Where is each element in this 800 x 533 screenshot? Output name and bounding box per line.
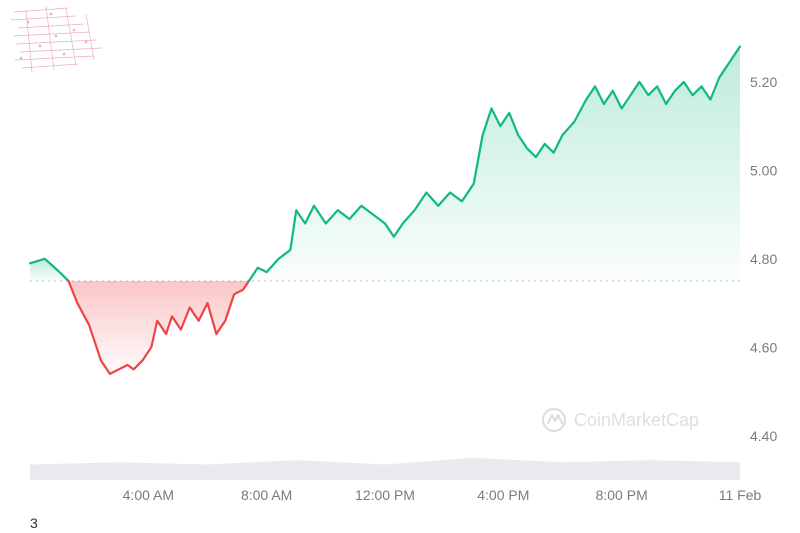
x-axis-tick-label: 12:00 PM: [355, 487, 415, 503]
y-axis-tick-label: 5.00: [750, 162, 777, 178]
y-axis-tick-label: 4.80: [750, 251, 777, 267]
chart-svg: 4.40 4.60 4.80 5.00 5.20 4:00 AM 8:00 AM 12:00 …: [0, 0, 800, 533]
y-axis-tick-label: 4.60: [750, 339, 777, 355]
x-axis-tick-label: 8:00 AM: [241, 487, 292, 503]
volume-band: [30, 458, 740, 480]
y-axis-tick-label: 4.40: [750, 428, 777, 444]
x-axis-tick-label: 8:00 PM: [596, 487, 648, 503]
y-axis-tick-label: 5.20: [750, 74, 777, 90]
area-above-baseline: [249, 47, 740, 281]
x-axis-tick-label: 4:00 PM: [477, 487, 529, 503]
x-axis-tick-label: 4:00 AM: [123, 487, 174, 503]
x-axis-tick-label: 11 Feb: [719, 487, 762, 503]
price-chart: 4.40 4.60 4.80 5.00 5.20 4:00 AM 8:00 AM 12:00 …: [0, 0, 800, 533]
watermark-text: CoinMarketCap: [574, 410, 699, 430]
page-number: 3: [30, 515, 38, 531]
watermark: CoinMarketCap: [543, 409, 699, 431]
